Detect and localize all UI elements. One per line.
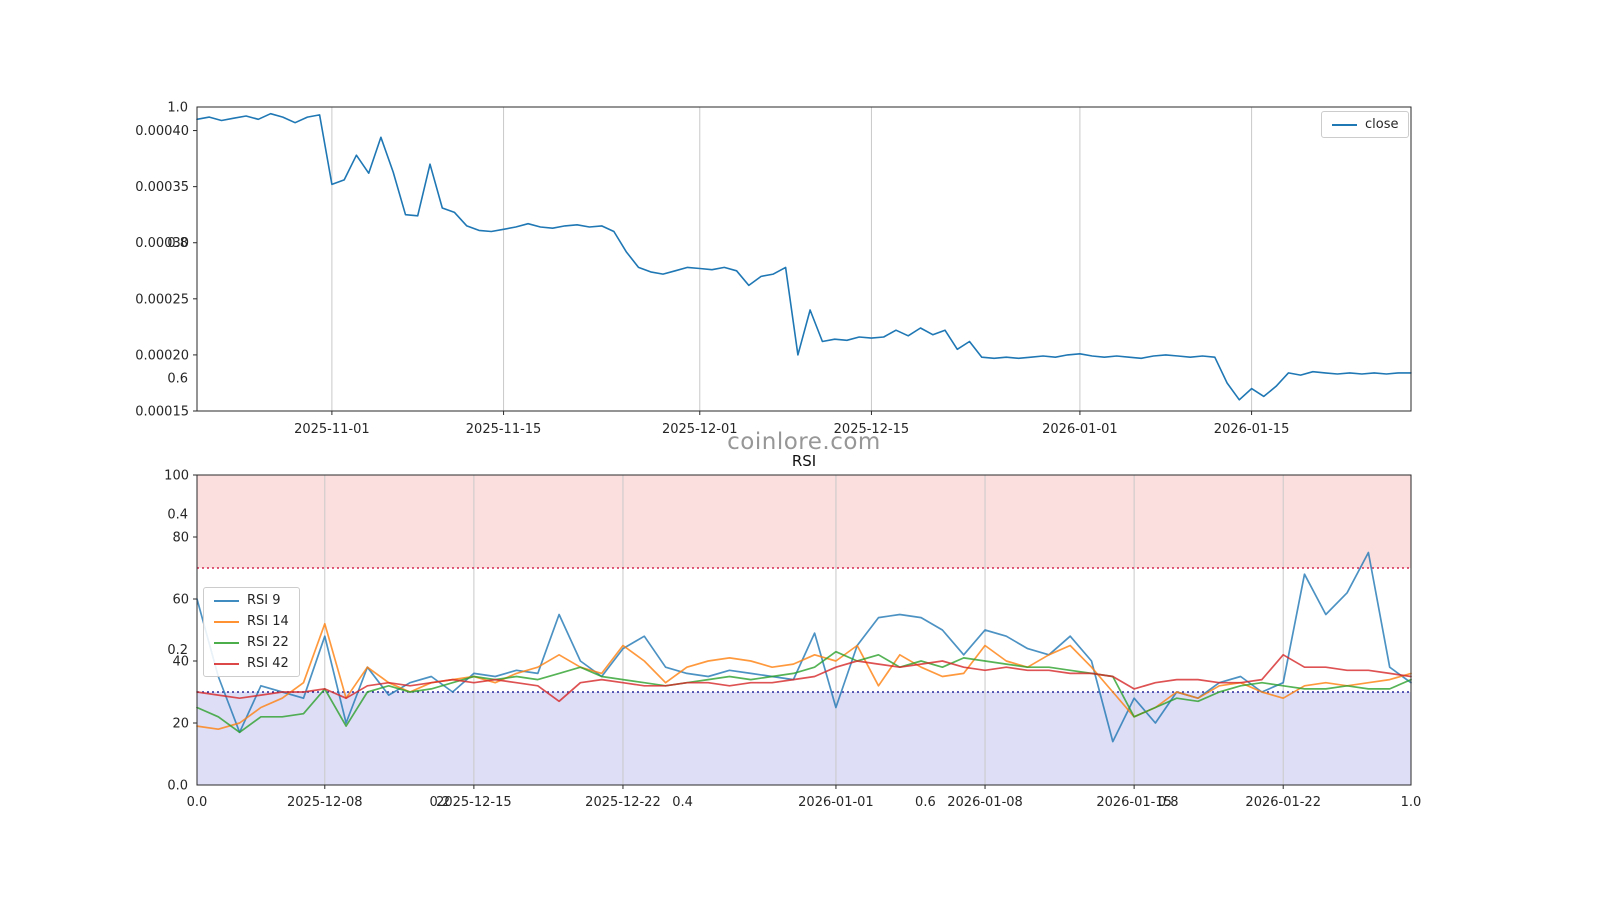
legend-label-rsi-9: RSI 9 bbox=[247, 593, 281, 608]
legend-label-rsi-42: RSI 42 bbox=[247, 656, 289, 671]
price-chart-y-tick-label: 0.00040 bbox=[135, 124, 189, 139]
price-chart-x-tick-label: 2025-11-15 bbox=[466, 422, 542, 437]
legend-item-close: close bbox=[1332, 117, 1398, 132]
legend-label-rsi-14: RSI 14 bbox=[247, 614, 289, 629]
price-chart-x-tick-label: 2025-12-01 bbox=[662, 422, 738, 437]
close-line-swatch bbox=[1332, 123, 1357, 126]
rsi-chart-x-tick-label: 2026-01-01 bbox=[798, 795, 874, 810]
rsi-chart-y-tick-label: 20 bbox=[172, 717, 189, 732]
price-chart-y-tick-label: 0.00015 bbox=[135, 405, 189, 420]
rsi-legend: RSI 9 RSI 14 RSI 22 RSI 42 bbox=[203, 587, 300, 677]
overlay-y-tick-label: 1.0 bbox=[167, 101, 188, 116]
overlay-y-tick-label: 0.2 bbox=[167, 643, 188, 658]
overlay-x-tick-label: 0.8 bbox=[1158, 795, 1179, 810]
price-chart-y-tick-label: 0.00020 bbox=[135, 348, 189, 363]
overlay-x-tick-label: 0.0 bbox=[187, 795, 208, 810]
oversold-band bbox=[197, 692, 1411, 785]
legend-label-close: close bbox=[1365, 117, 1399, 132]
rsi-chart-y-tick-label: 100 bbox=[164, 469, 189, 484]
overlay-y-tick-label: 0.4 bbox=[167, 507, 188, 522]
rsi-chart-x-tick-label: 2026-01-08 bbox=[947, 795, 1023, 810]
rsi-chart-x-tick-label: 2025-12-15 bbox=[436, 795, 512, 810]
rsi-42-line-swatch bbox=[214, 662, 239, 665]
price-legend: close bbox=[1321, 111, 1410, 138]
price-chart-y-tick-label: 0.00025 bbox=[135, 292, 189, 307]
price-chart-y-tick-label: 0.00030 bbox=[135, 236, 189, 251]
rsi-14-line-swatch bbox=[214, 620, 239, 623]
rsi-chart-x-tick-label: 2026-01-15 bbox=[1096, 795, 1172, 810]
price-chart-x-tick-label: 2025-12-15 bbox=[834, 422, 910, 437]
rsi-chart-frame bbox=[196, 474, 1412, 786]
rsi-9-line-swatch bbox=[214, 599, 239, 602]
overlay-y-tick-label: 0.8 bbox=[167, 236, 188, 251]
series-line-rsi-42 bbox=[196, 653, 1412, 703]
rsi-chart-y-tick-label: 60 bbox=[172, 593, 189, 608]
overlay-y-tick-label: 0.6 bbox=[167, 372, 188, 387]
overbought-band bbox=[197, 475, 1411, 568]
overlay-y-tick-label: 0.0 bbox=[167, 779, 188, 794]
rsi-chart-x-tick-label: 2025-12-08 bbox=[287, 795, 363, 810]
legend-item-rsi-42: RSI 42 bbox=[214, 656, 289, 671]
legend-item-rsi-9: RSI 9 bbox=[214, 593, 289, 608]
rsi-chart-x-tick-label: 2025-12-22 bbox=[585, 795, 661, 810]
price-chart-y-tick-label: 0.00035 bbox=[135, 180, 189, 195]
legend-item-rsi-14: RSI 14 bbox=[214, 614, 289, 629]
legend-label-rsi-22: RSI 22 bbox=[247, 635, 289, 650]
overlay-x-tick-label: 0.6 bbox=[915, 795, 936, 810]
price-chart-x-tick-label: 2025-11-01 bbox=[294, 422, 370, 437]
overlay-x-tick-label: 0.2 bbox=[429, 795, 450, 810]
series-line-close bbox=[196, 112, 1412, 401]
legend-item-rsi-22: RSI 22 bbox=[214, 635, 289, 650]
price-chart-frame bbox=[196, 106, 1412, 412]
rsi-22-line-swatch bbox=[214, 641, 239, 644]
series-line-rsi-14 bbox=[196, 622, 1412, 731]
price-chart-x-tick-label: 2026-01-15 bbox=[1214, 422, 1290, 437]
price-chart-x-tick-label: 2026-01-01 bbox=[1042, 422, 1118, 437]
rsi-chart-y-tick-label: 80 bbox=[172, 531, 189, 546]
overlay-x-tick-label: 1.0 bbox=[1401, 795, 1422, 810]
rsi-chart-x-tick-label: 2026-01-22 bbox=[1245, 795, 1321, 810]
overlay-x-tick-label: 0.4 bbox=[672, 795, 693, 810]
rsi-chart-y-tick-label: 40 bbox=[172, 655, 189, 670]
series-line-rsi-22 bbox=[196, 650, 1412, 734]
